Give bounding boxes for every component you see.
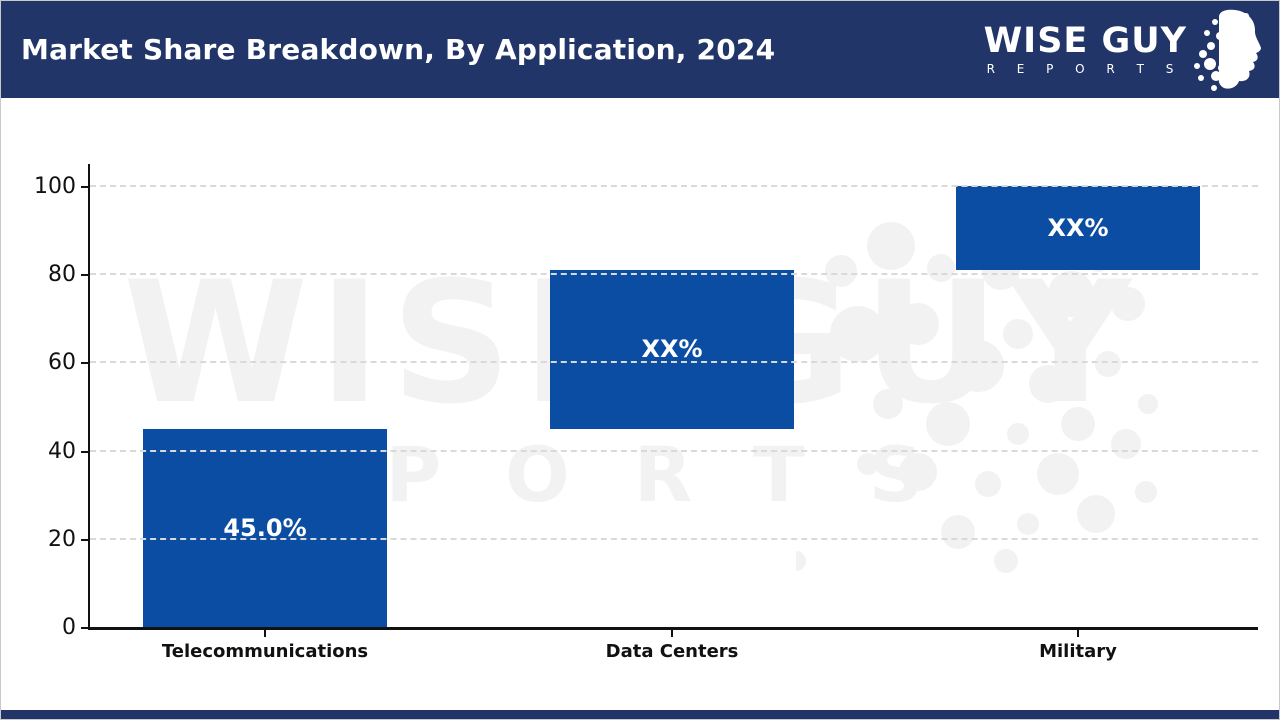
y-tick-label: 40 [48, 438, 76, 464]
y-axis-line [88, 164, 90, 630]
y-tick [81, 450, 88, 453]
brand-name: WISE GUY [983, 20, 1187, 61]
x-axis-line [88, 627, 1258, 630]
x-tick [264, 630, 266, 637]
brand-face-icon [1194, 9, 1261, 91]
y-tick-label: 0 [62, 615, 76, 640]
y-tick-label: 80 [48, 262, 76, 288]
y-tick [81, 362, 88, 365]
brand-subtitle: R E P O R T S [986, 61, 1183, 76]
bar-value-label: XX% [641, 335, 703, 364]
bar-value-label: XX% [1047, 213, 1109, 242]
x-tick-label-data-centers: Data Centers [605, 641, 739, 662]
x-tick-label-telecommunications: Telecommunications [161, 641, 369, 662]
footer-bar [1, 710, 1279, 719]
x-tick-label-military: Military [1039, 641, 1117, 662]
y-tick-label: 100 [34, 174, 76, 200]
y-tick-label: 60 [48, 350, 76, 376]
gridline-20 [90, 537, 1258, 540]
bar-telecommunications: 45.0% [143, 428, 387, 627]
y-tick [81, 538, 88, 541]
gridline-80 [90, 273, 1258, 276]
page-title: Market Share Breakdown, By Application, … [21, 33, 776, 66]
gridline-40 [90, 449, 1258, 452]
y-tick [81, 627, 88, 629]
bar-military: XX% [956, 186, 1200, 270]
y-tick-label: 20 [48, 526, 76, 552]
header-bar: Market Share Breakdown, By Application, … [1, 1, 1279, 98]
gridline-100 [90, 185, 1258, 188]
y-tick [81, 186, 88, 189]
x-tick [671, 630, 673, 637]
y-tick [81, 274, 88, 277]
bar-data-centers: XX% [550, 269, 794, 429]
bar-value-label: 45.0% [223, 513, 307, 542]
brand-logo: WISE GUY R E P O R T S [984, 5, 1265, 95]
brand-logo-text: WISE GUY R E P O R T S [983, 20, 1187, 76]
x-tick [1077, 630, 1079, 637]
gridline-60 [90, 361, 1258, 364]
